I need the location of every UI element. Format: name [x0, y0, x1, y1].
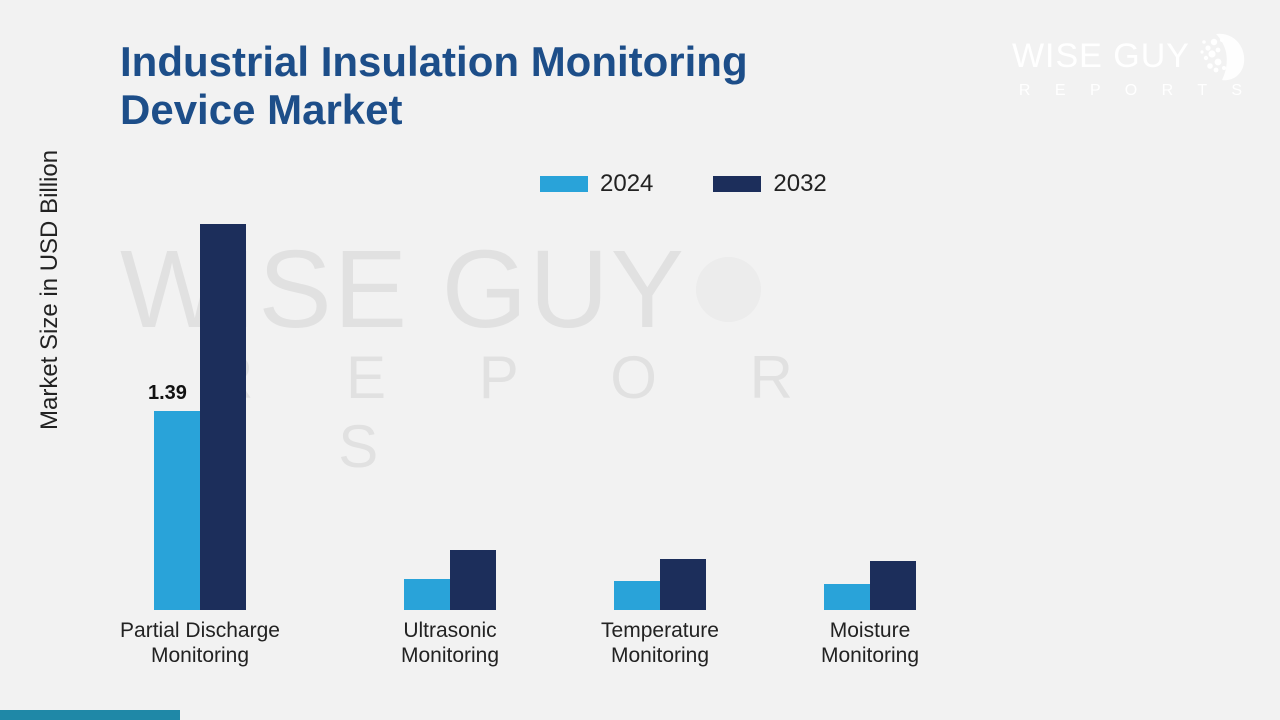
category-label: Temperature Monitoring: [570, 618, 750, 668]
category-label: Partial Discharge Monitoring: [110, 618, 290, 668]
legend-label-2024: 2024: [600, 170, 653, 198]
legend-swatch-2032: [713, 176, 761, 192]
bar-value-label: 1.39: [148, 382, 187, 405]
bar-pair: [404, 550, 496, 610]
bar-2024: [154, 411, 200, 610]
y-axis-label: Market Size in USD Billion: [36, 150, 64, 430]
brand-main-text: WISE GUY: [1012, 37, 1190, 76]
legend-swatch-2024: [540, 176, 588, 192]
legend-item-2032: 2032: [713, 170, 826, 198]
legend: 2024 2032: [540, 170, 827, 198]
bar-pair: [614, 559, 706, 610]
chart-title: Industrial Insulation Monitoring Device …: [120, 38, 820, 135]
category-label: Moisture Monitoring: [780, 618, 960, 668]
bottom-accent-bar: [0, 710, 180, 720]
bar-2024: [824, 584, 870, 610]
brand-sub-text: R E P O R T S: [1012, 82, 1252, 100]
bar-2024: [614, 581, 660, 610]
category-label: Ultrasonic Monitoring: [360, 618, 540, 668]
bar-2024: [404, 579, 450, 610]
chart-plot-area: 1.39Partial Discharge MonitoringUltrason…: [110, 210, 970, 610]
brand-head-icon: [1196, 28, 1252, 84]
bar-pair: [154, 224, 246, 610]
bar-2032: [450, 550, 496, 610]
legend-label-2032: 2032: [773, 170, 826, 198]
legend-item-2024: 2024: [540, 170, 653, 198]
bar-2032: [660, 559, 706, 610]
bar-pair: [824, 561, 916, 610]
bar-2032: [200, 224, 246, 610]
brand-logo: WISE GUY R E P O R T S: [1012, 28, 1252, 100]
bar-2032: [870, 561, 916, 610]
